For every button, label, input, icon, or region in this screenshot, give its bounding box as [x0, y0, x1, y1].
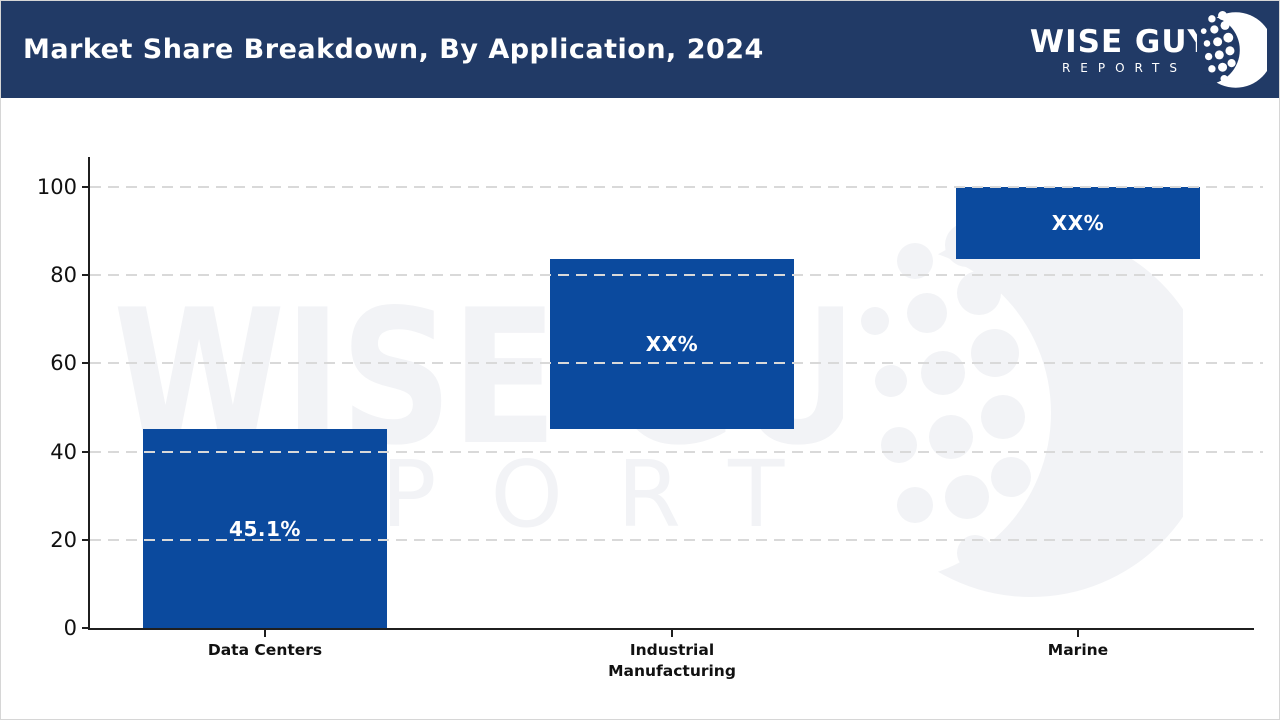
category-label-industrial-manufacturing: Industrial Manufacturing: [557, 640, 787, 682]
y-tick-40: [82, 450, 90, 453]
category-label-data-centers: Data Centers: [150, 640, 380, 661]
category-label-line: Data Centers: [207, 641, 323, 659]
brand-logo: WISE GUY REPORTS: [1030, 9, 1267, 91]
y-tick-0: [82, 627, 90, 629]
logo-reports-text: REPORTS: [1061, 60, 1187, 75]
x-axis: [88, 628, 1254, 630]
y-tick-label-0: 0: [63, 616, 77, 640]
bar-marine: XX%: [956, 187, 1200, 259]
y-tick-label-40: 40: [50, 439, 77, 464]
category-label-line: Manufacturing: [608, 662, 736, 680]
category-label-marine: Marine: [963, 640, 1193, 661]
category-label-line: Industrial: [629, 641, 715, 659]
y-tick-80: [82, 274, 90, 277]
bar-value-label: XX%: [645, 331, 699, 356]
y-tick-label-100: 100: [36, 175, 77, 199]
y-tick-label-60: 60: [50, 351, 77, 376]
bar-value-label: XX%: [1051, 210, 1105, 235]
bar-data-centers: 45.1%: [143, 429, 387, 628]
y-tick-20: [82, 538, 90, 541]
logo-wordmark: WISE GUY: [1029, 23, 1211, 60]
y-tick-label-80: 80: [50, 263, 77, 288]
x-tick-2: [671, 630, 673, 637]
bar-value-label: 45.1%: [229, 516, 301, 541]
y-tick-60: [82, 362, 90, 365]
y-axis: [88, 157, 90, 628]
y-tick-100: [82, 186, 90, 188]
x-tick-1: [264, 630, 266, 637]
x-tick-3: [1077, 630, 1079, 637]
header-bar: Market Share Breakdown, By Application, …: [1, 1, 1279, 98]
y-tick-label-20: 20: [50, 527, 77, 552]
watermark-head-icon: [843, 223, 1183, 597]
bar-industrial-manufacturing: XX%: [550, 258, 794, 430]
chart-title: Market Share Breakdown, By Application, …: [23, 34, 764, 65]
category-label-line: Marine: [1047, 641, 1109, 659]
logo-head-icon: [1197, 11, 1267, 88]
